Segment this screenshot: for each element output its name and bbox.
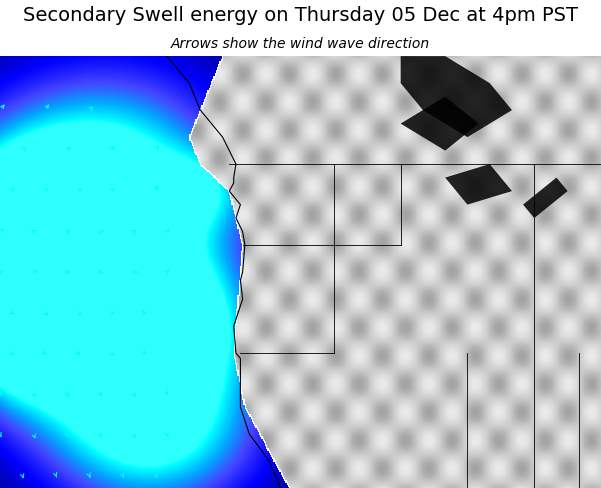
Text: Arrows show the wind wave direction: Arrows show the wind wave direction xyxy=(171,37,430,51)
Text: Secondary Swell energy on Thursday 05 Dec at 4pm PST: Secondary Swell energy on Thursday 05 De… xyxy=(23,6,578,25)
Polygon shape xyxy=(401,56,512,137)
Polygon shape xyxy=(445,164,512,204)
Polygon shape xyxy=(523,178,567,218)
Polygon shape xyxy=(401,97,478,151)
